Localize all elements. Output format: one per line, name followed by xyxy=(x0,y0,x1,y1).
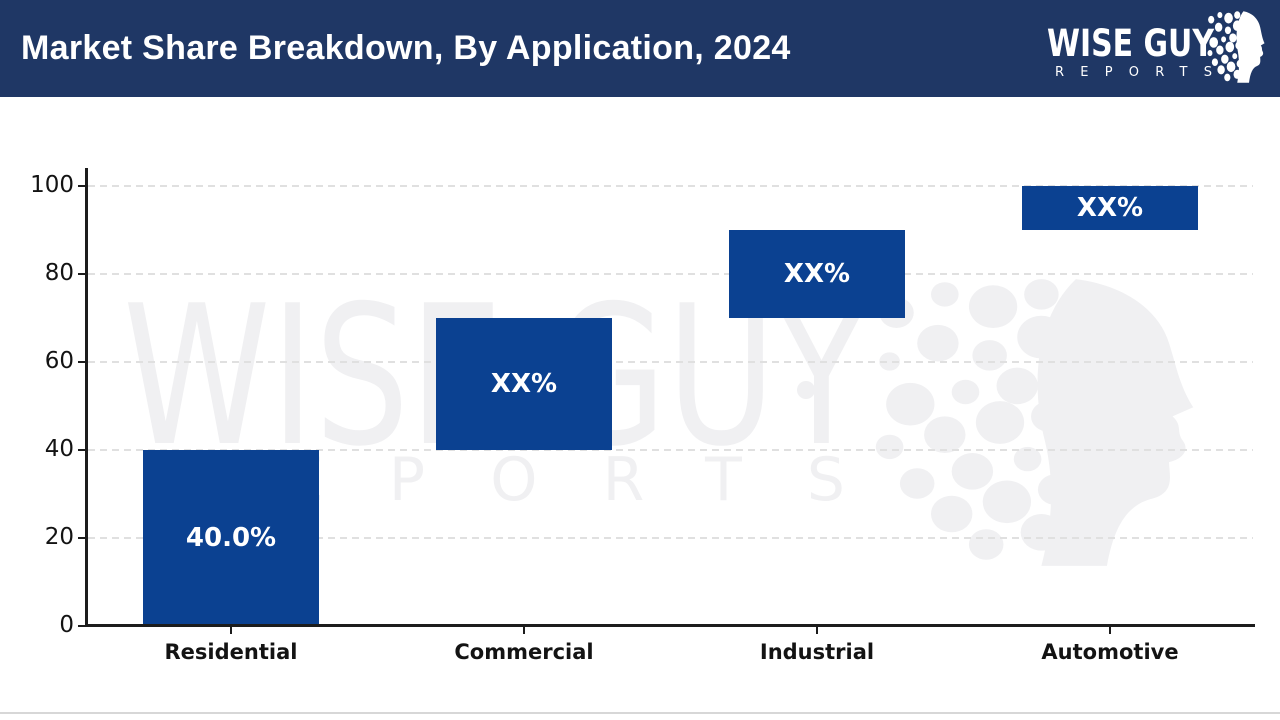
bar-value-label: 40.0% xyxy=(185,523,277,553)
gridline-60 xyxy=(88,361,1253,363)
y-tick-80 xyxy=(78,273,87,275)
y-tick-40 xyxy=(78,449,87,451)
bar-residential: 40.0% xyxy=(143,450,319,626)
y-tick-label-0: 0 xyxy=(59,612,74,638)
bar-automotive: XX% xyxy=(1022,186,1198,230)
bar-industrial: XX% xyxy=(729,230,905,318)
wise-guy-logo: WISE GUY REPORTS xyxy=(1047,11,1265,83)
page-title: Market Share Breakdown, By Application, … xyxy=(21,29,791,67)
bar-value-label: XX% xyxy=(1076,193,1144,223)
watermark-dot xyxy=(797,381,815,399)
x-axis xyxy=(85,624,1255,627)
y-axis xyxy=(85,168,88,627)
y-tick-20 xyxy=(78,537,87,539)
x-tick-commercial xyxy=(523,627,525,634)
x-tick-label-automotive: Automotive xyxy=(1041,640,1179,664)
y-tick-0 xyxy=(78,625,87,627)
x-tick-automotive xyxy=(1109,627,1111,634)
gridline-20 xyxy=(88,537,1253,539)
footer-separator xyxy=(0,712,1280,714)
bar-value-label: XX% xyxy=(490,369,558,399)
x-tick-residential xyxy=(230,627,232,634)
gridline-40 xyxy=(88,449,1253,451)
y-tick-label-20: 20 xyxy=(44,524,74,550)
y-tick-label-80: 80 xyxy=(44,260,74,286)
gridline-100 xyxy=(88,185,1253,187)
y-tick-label-40: 40 xyxy=(44,436,74,462)
gridline-80 xyxy=(88,273,1253,275)
bar-value-label: XX% xyxy=(783,259,851,289)
logo-wordmark: WISE GUY xyxy=(1047,22,1215,65)
x-tick-label-residential: Residential xyxy=(164,640,298,664)
x-tick-label-industrial: Industrial xyxy=(759,640,875,664)
x-tick-label-commercial: Commercial xyxy=(454,640,594,664)
y-tick-label-60: 60 xyxy=(44,348,74,374)
header-bar: Market Share Breakdown, By Application, … xyxy=(0,0,1280,97)
y-tick-60 xyxy=(78,361,87,363)
x-tick-industrial xyxy=(816,627,818,634)
bar-commercial: XX% xyxy=(436,318,612,450)
y-tick-100 xyxy=(78,185,87,187)
y-tick-label-100: 100 xyxy=(30,172,74,198)
